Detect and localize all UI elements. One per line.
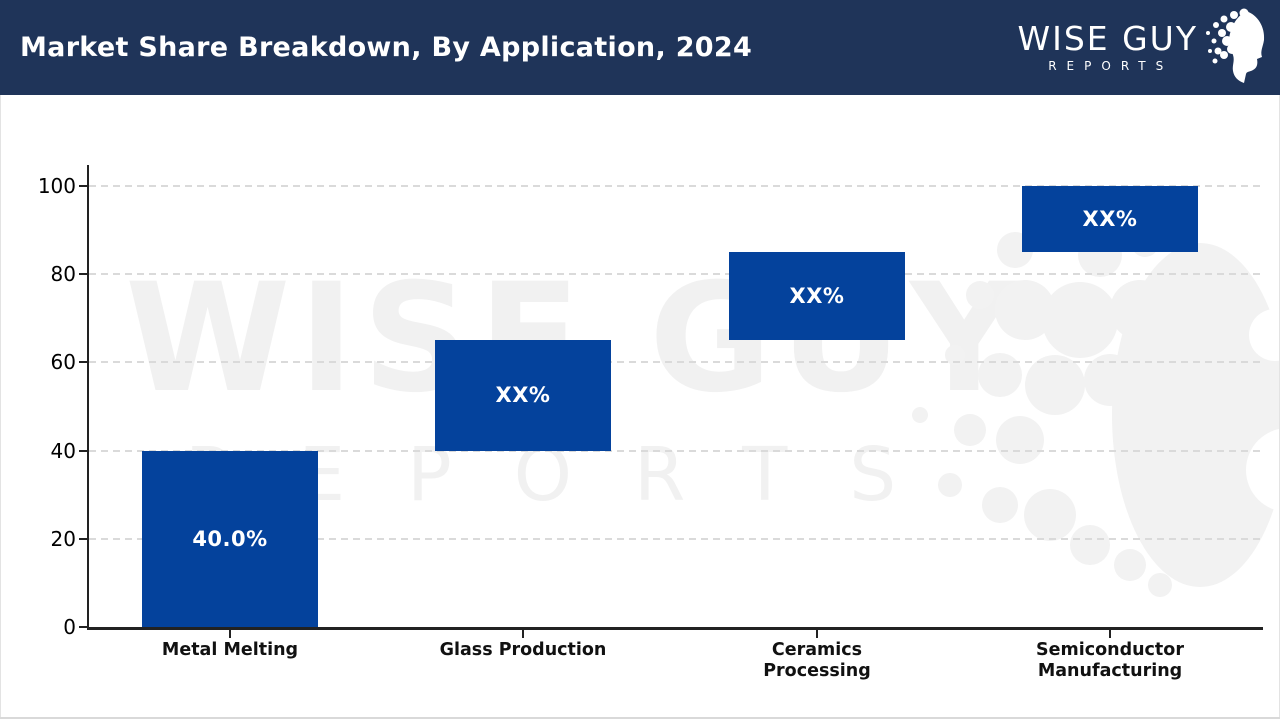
y-tick [79,361,87,364]
bar: XX% [1022,186,1198,253]
y-tick [79,273,87,276]
x-tick [816,630,818,638]
brand-name: WISE GUY [1017,19,1198,58]
brand-subtitle: REPORTS [1048,59,1174,73]
x-axis-line [87,627,1263,630]
bar: XX% [729,252,905,341]
y-tick [79,449,87,452]
y-gridline [89,361,1263,364]
y-gridline [89,185,1263,187]
brand-logo: WISE GUY REPORTS [1017,7,1266,89]
y-tick-label: 20 [50,526,76,551]
bar-value-label: XX% [495,383,551,408]
x-tick [1109,630,1111,638]
bar-value-label: XX% [789,284,845,309]
app-header: Market Share Breakdown, By Application, … [0,0,1280,95]
y-tick [79,626,87,628]
bar: 40.0% [142,450,318,627]
y-tick-label: 80 [50,262,76,287]
wiseguy-head-icon [1202,7,1266,89]
y-tick [79,537,87,540]
y-tick-label: 0 [63,615,76,639]
y-tick [79,185,87,187]
y-axis-line [87,165,89,629]
frame-left [0,95,1,719]
x-tick-label: Metal Melting [161,640,299,660]
y-tick-label: 60 [50,350,76,375]
y-tick-label: 40 [50,438,76,463]
bar: XX% [435,340,611,451]
x-tick [522,630,524,638]
x-tick-label: Semiconductor Manufacturing [1036,640,1184,681]
x-tick-label: Glass Production [439,640,607,660]
y-gridline [89,537,1263,540]
bar-value-label: 40.0% [192,526,268,551]
frame-bottom [0,717,1280,719]
brand-logo-text: WISE GUY REPORTS [1017,22,1198,73]
page-title: Market Share Breakdown, By Application, … [20,32,753,63]
x-tick-label: Ceramics Processing [763,640,871,681]
y-gridline [89,273,1263,276]
y-tick-label: 100 [37,174,76,198]
bar-value-label: XX% [1082,207,1138,232]
y-gridline [89,449,1263,452]
x-tick [229,630,231,638]
